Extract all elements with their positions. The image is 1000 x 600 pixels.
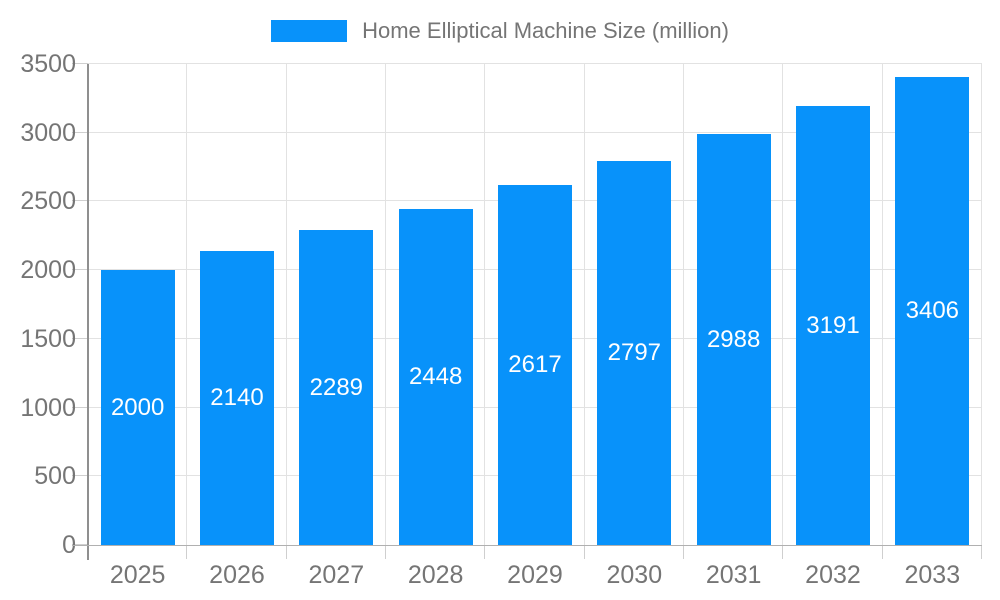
- legend-label: Home Elliptical Machine Size (million): [362, 18, 729, 43]
- bar: 3191: [796, 106, 870, 545]
- bar-value-label: 2988: [706, 325, 761, 353]
- x-tick-label: 2032: [805, 561, 861, 589]
- x-grid-line: [385, 64, 386, 545]
- x-axis-tick: [285, 545, 287, 559]
- bar-value-label: 2617: [508, 351, 562, 379]
- x-grid-line: [782, 64, 784, 545]
- y-axis-tick: [72, 337, 88, 339]
- x-axis-line: [72, 545, 982, 546]
- x-axis-tick: [683, 545, 684, 559]
- x-tick-label: 2027: [308, 561, 365, 589]
- x-axis-tick: [385, 545, 386, 559]
- x-grid-line: [683, 64, 684, 545]
- bar: 2289: [299, 230, 374, 545]
- y-tick-label: 0: [62, 531, 76, 559]
- x-grid-line: [285, 64, 287, 545]
- bar-value-label: 3191: [806, 311, 860, 339]
- y-tick-label: 3000: [20, 118, 76, 147]
- y-tick-label: 2000: [20, 256, 76, 285]
- legend-swatch[interactable]: [271, 20, 348, 42]
- x-axis-tick: [881, 545, 883, 559]
- x-tick-label: 2029: [507, 561, 563, 589]
- bar: 3406: [895, 76, 970, 545]
- bar: 2448: [398, 208, 473, 545]
- y-axis-tick: [72, 475, 88, 477]
- x-grid-line: [186, 64, 188, 545]
- y-axis-tick: [72, 200, 88, 202]
- x-tick-label: 2028: [407, 561, 464, 589]
- y-axis-tick: [72, 406, 88, 408]
- x-grid-line: [583, 64, 585, 545]
- bar: 2000: [100, 270, 175, 545]
- x-grid-line: [484, 64, 486, 545]
- y-grid-line: [88, 131, 982, 133]
- bar-value-label: 3406: [905, 296, 960, 324]
- x-grid-line: [881, 64, 883, 545]
- x-tick-label: 2033: [904, 561, 961, 589]
- y-tick-label: 1500: [20, 324, 76, 353]
- bar-value-label: 2289: [309, 373, 364, 401]
- y-tick-label: 3500: [20, 50, 76, 78]
- x-tick-label: 2031: [705, 561, 762, 589]
- bar: 2988: [696, 134, 771, 545]
- y-tick-label: 500: [34, 462, 76, 491]
- x-tick-label: 2026: [209, 561, 265, 589]
- y-axis-line: [87, 64, 89, 560]
- bar-value-label: 2797: [607, 338, 662, 366]
- y-tick-label: 2500: [20, 187, 76, 216]
- bar: 2617: [498, 185, 572, 545]
- y-axis-tick: [72, 63, 88, 64]
- x-axis-tick: [186, 545, 188, 559]
- x-axis-tick: [484, 545, 486, 559]
- bar: 2797: [597, 160, 672, 545]
- y-axis-tick: [72, 544, 88, 545]
- bar-value-label: 2448: [408, 362, 463, 390]
- bar-value-label: 2000: [110, 393, 165, 421]
- x-tick-label: 2025: [109, 561, 166, 589]
- x-grid-line: [981, 64, 982, 545]
- x-tick-label: 2030: [606, 561, 663, 589]
- bar: 2140: [200, 250, 274, 545]
- y-tick-label: 1000: [20, 393, 76, 422]
- y-grid-line: [88, 63, 982, 64]
- x-axis-tick: [981, 545, 982, 559]
- x-axis-tick: [782, 545, 784, 559]
- y-axis-tick: [72, 131, 88, 133]
- y-axis-tick: [72, 269, 88, 271]
- bar-value-label: 2140: [210, 383, 264, 411]
- legend[interactable]: Home Elliptical Machine Size (million): [0, 18, 1000, 44]
- x-axis-tick: [583, 545, 585, 559]
